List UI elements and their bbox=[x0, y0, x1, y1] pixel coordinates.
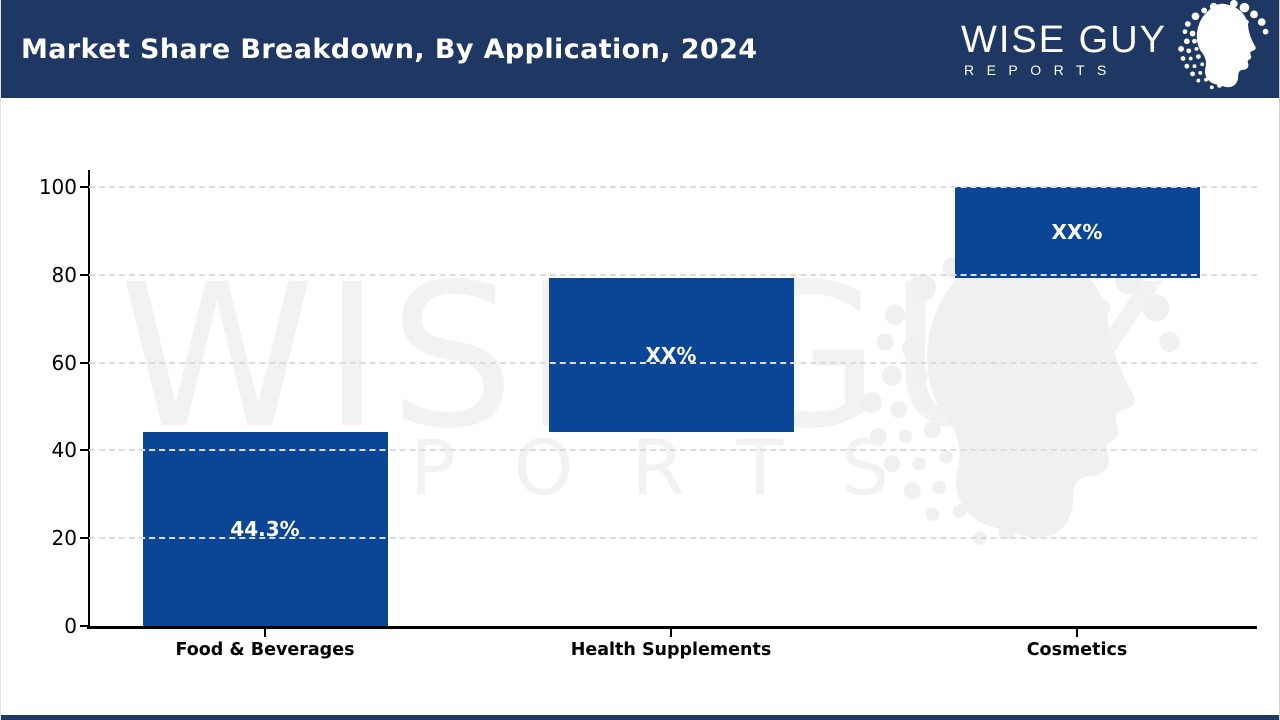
footer-bar bbox=[1, 715, 1279, 720]
chart-area: WISE GUY REPORTS 44.3% Food & Beverages XX… bbox=[1, 98, 1279, 715]
y-tick bbox=[80, 361, 89, 364]
y-tick-label: 60 bbox=[51, 350, 77, 375]
bar-label: XX% bbox=[1051, 220, 1103, 245]
brand-logo-text: WISE GUY REPORTS bbox=[961, 21, 1167, 78]
gridline bbox=[89, 361, 1257, 364]
x-tick bbox=[1076, 629, 1078, 637]
gridline bbox=[89, 537, 1257, 540]
y-tick-label: 0 bbox=[64, 614, 77, 638]
x-tick bbox=[670, 629, 672, 637]
gridline bbox=[89, 186, 1257, 188]
y-tick bbox=[80, 537, 89, 540]
bar: XX% bbox=[548, 277, 794, 432]
x-axis-label: Health Supplements bbox=[570, 640, 772, 660]
y-tick bbox=[80, 186, 89, 188]
bar: XX% bbox=[954, 187, 1200, 278]
x-axis-label: Cosmetics bbox=[1026, 640, 1128, 660]
bar: 44.3% bbox=[142, 431, 388, 626]
y-tick-label: 80 bbox=[51, 262, 77, 287]
x-axis-spine bbox=[87, 626, 1257, 629]
y-tick bbox=[80, 625, 89, 627]
y-axis-spine bbox=[88, 170, 90, 629]
gridline bbox=[89, 273, 1257, 276]
y-tick-label: 40 bbox=[51, 438, 77, 463]
brand-name: WISE GUY bbox=[960, 18, 1167, 61]
x-axis-label: Food & Beverages bbox=[175, 640, 355, 660]
gridline bbox=[89, 449, 1257, 452]
y-tick bbox=[80, 449, 89, 452]
y-tick bbox=[80, 273, 89, 276]
x-tick bbox=[264, 629, 266, 637]
bar-label: XX% bbox=[645, 342, 697, 367]
header: Market Share Breakdown, By Application, … bbox=[1, 0, 1279, 99]
y-tick-label: 100 bbox=[38, 175, 77, 199]
brand-face-icon bbox=[1141, 0, 1273, 99]
bar-label: 44.3% bbox=[230, 516, 300, 541]
brand-logo: WISE GUY REPORTS bbox=[961, 0, 1273, 99]
y-tick-label: 20 bbox=[51, 526, 77, 551]
page-title: Market Share Breakdown, By Application, … bbox=[21, 33, 758, 65]
brand-subtitle: REPORTS bbox=[963, 61, 1119, 78]
